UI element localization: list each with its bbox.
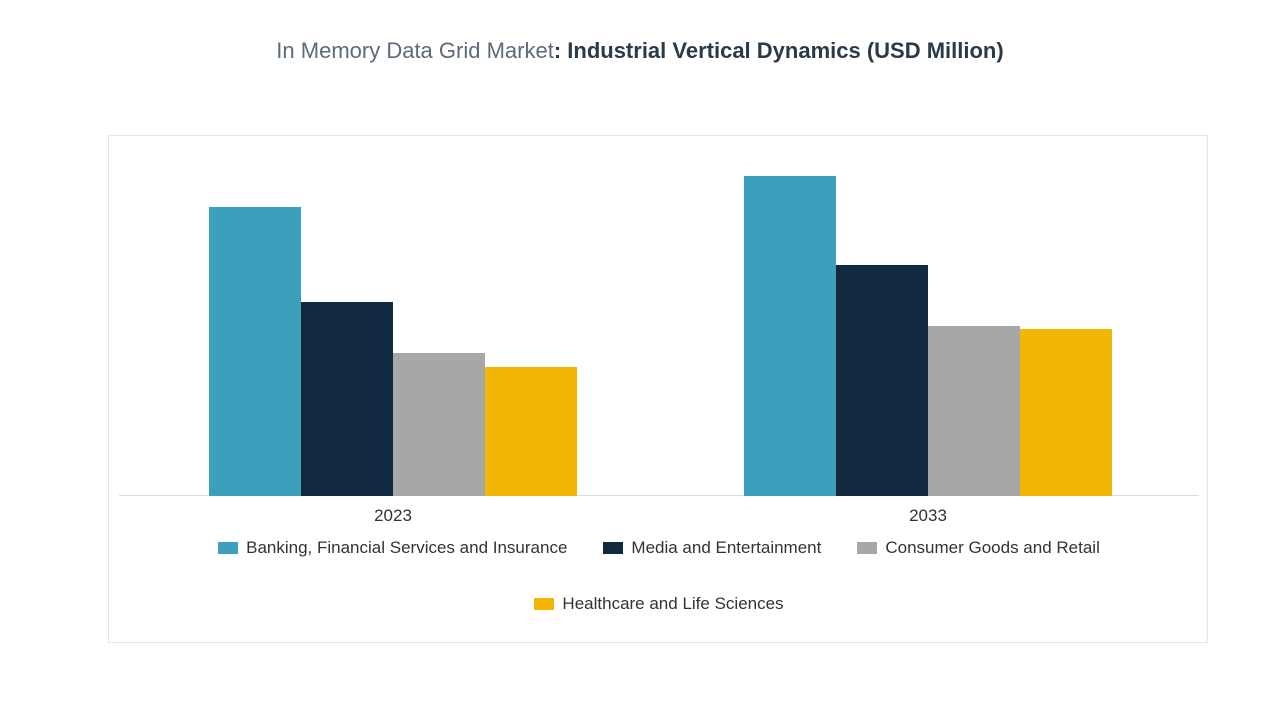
x-axis-label-2033: 2033: [744, 506, 1112, 526]
chart-title-context: In Memory Data Grid Market: [276, 38, 554, 63]
bar-2033-retail: [928, 326, 1020, 496]
legend-item-bfsi: Banking, Financial Services and Insuranc…: [218, 538, 567, 558]
legend-label-retail: Consumer Goods and Retail: [885, 538, 1100, 558]
bar-2033-healthcare: [1020, 329, 1112, 496]
legend-swatch-media: [603, 542, 623, 554]
legend-label-media: Media and Entertainment: [631, 538, 821, 558]
legend-label-bfsi: Banking, Financial Services and Insuranc…: [246, 538, 567, 558]
chart-title: In Memory Data Grid Market: Industrial V…: [0, 38, 1280, 64]
legend-label-healthcare: Healthcare and Life Sciences: [562, 594, 783, 614]
legend-item-retail: Consumer Goods and Retail: [857, 538, 1100, 558]
bar-2033-bfsi: [744, 176, 836, 496]
chart-title-main: Industrial Vertical Dynamics (USD Millio…: [567, 38, 1003, 63]
legend-swatch-healthcare: [534, 598, 554, 610]
chart-title-sep: :: [554, 38, 567, 63]
legend-item-healthcare: Healthcare and Life Sciences: [534, 594, 783, 614]
chart-frame: 2023 2033 Banking, Financial Services and…: [108, 135, 1208, 643]
legend: Banking, Financial Services and Insuranc…: [131, 538, 1187, 614]
page: In Memory Data Grid Market: Industrial V…: [0, 0, 1280, 720]
bar-2023-retail: [393, 353, 485, 496]
legend-item-media: Media and Entertainment: [603, 538, 821, 558]
bar-2033-media: [836, 265, 928, 496]
bar-2023-bfsi: [209, 207, 301, 496]
legend-swatch-retail: [857, 542, 877, 554]
bar-2023-healthcare: [485, 367, 577, 496]
legend-swatch-bfsi: [218, 542, 238, 554]
x-axis-label-2023: 2023: [209, 506, 577, 526]
plot-area: [119, 156, 1199, 496]
bar-2023-media: [301, 302, 393, 496]
